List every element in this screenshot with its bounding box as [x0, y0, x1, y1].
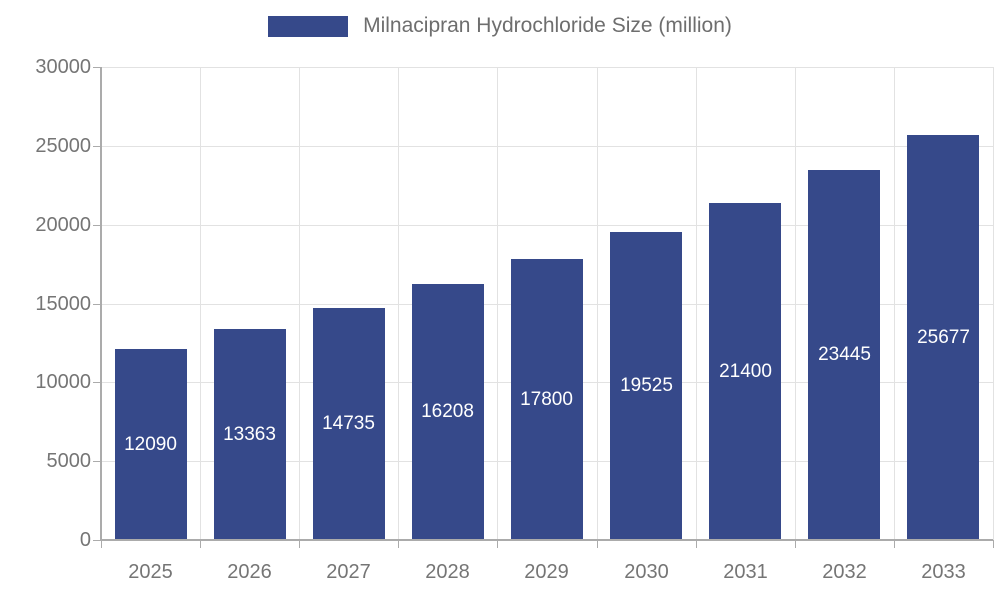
x-axis-tick [497, 540, 498, 548]
x-tick-label: 2027 [326, 561, 371, 583]
bar-2030 [610, 232, 682, 540]
y-tick-label: 25000 [35, 135, 91, 157]
y-gridline [101, 146, 993, 147]
bar-value-label: 12090 [124, 434, 177, 455]
bar-value-label: 16208 [421, 401, 474, 422]
bar-value-label: 14735 [322, 413, 375, 434]
bar-value-label: 23445 [818, 344, 871, 365]
bar-value-label: 19525 [620, 375, 673, 396]
y-axis-tick [93, 540, 101, 541]
bar-2027 [313, 308, 385, 540]
bar-2025 [115, 349, 187, 540]
y-axis-tick [93, 461, 101, 462]
legend: Milnacipran Hydrochloride Size (million) [0, 14, 1000, 38]
x-axis-tick [894, 540, 895, 548]
y-gridline [101, 225, 993, 226]
y-tick-label: 20000 [35, 214, 91, 236]
x-axis-line [100, 539, 993, 541]
x-tick-label: 2028 [425, 561, 470, 583]
bar-2033 [907, 135, 979, 540]
y-tick-label: 10000 [35, 371, 91, 393]
bar-value-label: 13363 [223, 424, 276, 445]
x-gridline [497, 67, 498, 540]
x-gridline [795, 67, 796, 540]
x-tick-label: 2031 [723, 561, 768, 583]
x-axis-tick [795, 540, 796, 548]
y-tick-label: 30000 [35, 56, 91, 78]
bar-value-label: 21400 [719, 361, 772, 382]
x-gridline [894, 67, 895, 540]
x-tick-label: 2032 [822, 561, 867, 583]
x-axis-tick [597, 540, 598, 548]
bar-2029 [511, 259, 583, 540]
legend-label: Milnacipran Hydrochloride Size (million) [363, 14, 732, 37]
bar-value-label: 25677 [917, 327, 970, 348]
x-tick-label: 2033 [921, 561, 966, 583]
x-tick-label: 2029 [524, 561, 569, 583]
y-gridline [101, 67, 993, 68]
y-axis-tick [93, 146, 101, 147]
x-gridline [200, 67, 201, 540]
x-gridline [299, 67, 300, 540]
y-axis-line [100, 67, 102, 541]
y-axis-tick [93, 67, 101, 68]
bar-2026 [214, 329, 286, 540]
x-gridline [993, 67, 994, 540]
bar-value-label: 17800 [520, 389, 573, 410]
bar-2028 [412, 284, 484, 540]
x-axis-tick [200, 540, 201, 548]
x-axis-tick [696, 540, 697, 548]
x-gridline [398, 67, 399, 540]
y-axis-tick [93, 225, 101, 226]
y-axis-tick [93, 304, 101, 305]
bar-2031 [709, 203, 781, 540]
y-tick-label: 15000 [35, 293, 91, 315]
x-axis-tick [299, 540, 300, 548]
x-axis-tick [993, 540, 994, 548]
x-tick-label: 2026 [227, 561, 272, 583]
x-axis-tick [101, 540, 102, 548]
x-gridline [597, 67, 598, 540]
y-tick-label: 0 [79, 529, 91, 551]
x-gridline [696, 67, 697, 540]
y-axis-tick [93, 382, 101, 383]
legend-swatch [268, 15, 349, 37]
bar-2032 [808, 170, 880, 540]
x-axis-tick [398, 540, 399, 548]
x-tick-label: 2030 [624, 561, 669, 583]
x-tick-label: 2025 [128, 561, 173, 583]
y-tick-label: 5000 [46, 450, 92, 472]
